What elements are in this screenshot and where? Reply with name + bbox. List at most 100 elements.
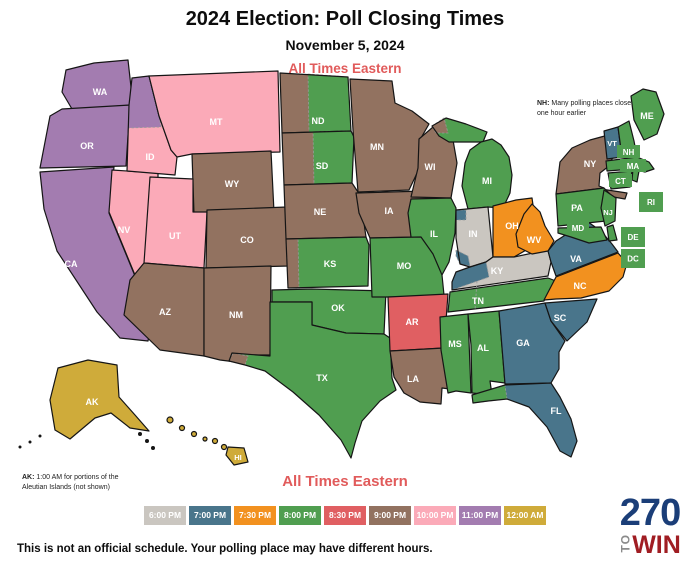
- nh-note-text: Many polling places close one hour earli…: [537, 100, 632, 117]
- state-label-oh: OH: [505, 221, 519, 231]
- logo-270-text: 270: [619, 492, 681, 534]
- state-box-dc[interactable]: DC: [621, 249, 645, 268]
- state-me[interactable]: [630, 88, 665, 141]
- state-label-al: AL: [477, 343, 489, 353]
- ak-note-prefix: AK:: [22, 474, 35, 481]
- state-de[interactable]: [606, 224, 618, 242]
- legend-item-900pm: 9:00 PM: [369, 506, 411, 525]
- state-label-tn: TN: [472, 296, 484, 306]
- page-subtitle: November 5, 2024: [285, 37, 405, 53]
- state-box-ri[interactable]: RI: [639, 192, 663, 212]
- state-mt[interactable]: [148, 70, 281, 158]
- state-label-wy: WY: [225, 179, 240, 189]
- ak-note-text: 1:00 AM for portions of the Aleutian Isl…: [22, 474, 119, 491]
- state-label-sc: SC: [554, 313, 567, 323]
- state-label-nv: NV: [118, 225, 131, 235]
- state-box-md[interactable]: MD: [567, 221, 589, 234]
- state-label-mo: MO: [397, 261, 412, 271]
- svg-text:NH: NH: [623, 148, 635, 157]
- state-label-il: IL: [430, 229, 439, 239]
- state-label-ia: IA: [385, 206, 395, 216]
- state-label-la: LA: [407, 374, 419, 384]
- 270towin-logo[interactable]: 270 TO WIN: [610, 494, 690, 558]
- svg-text:MD: MD: [572, 224, 585, 233]
- state-label-tx: TX: [316, 373, 328, 383]
- state-label-nd: ND: [312, 116, 325, 126]
- nh-note-prefix: NH:: [537, 100, 550, 107]
- svg-text:MA: MA: [627, 162, 640, 171]
- disclaimer-text: This is not an official schedule. Your p…: [17, 543, 433, 555]
- state-hi[interactable]: [166, 416, 249, 466]
- state-label-wa: WA: [93, 87, 108, 97]
- page-title: 2024 Election: Poll Closing Times: [185, 8, 505, 30]
- state-nj[interactable]: [600, 189, 617, 227]
- state-ak[interactable]: [18, 359, 156, 450]
- state-label-fl: FL: [551, 406, 562, 416]
- legend-item-730pm: 7:30 PM: [234, 506, 276, 525]
- state-label-nc: NC: [574, 281, 587, 291]
- state-label-ak: AK: [86, 397, 99, 407]
- state-tx[interactable]: [228, 301, 397, 459]
- legend-item-830pm: 8:30 PM: [324, 506, 366, 525]
- state-ky[interactable]: [451, 249, 552, 291]
- legend-item-600pm: 6:00 PM: [144, 506, 186, 525]
- state-nc[interactable]: [543, 252, 628, 301]
- state-label-or: OR: [80, 141, 94, 151]
- state-label-pa: PA: [571, 203, 583, 213]
- state-wa[interactable]: [61, 59, 134, 110]
- state-label-id: ID: [146, 152, 156, 162]
- legend-item-1200am: 12:00 AM: [504, 506, 546, 525]
- state-box-ct[interactable]: CT: [609, 174, 632, 187]
- state-or[interactable]: [39, 104, 131, 169]
- tennessee-timezone-line: [474, 280, 478, 311]
- logo-win-text: WIN: [632, 531, 681, 559]
- state-box-ma[interactable]: MA: [620, 159, 646, 172]
- state-label-ga: GA: [516, 338, 530, 348]
- state-box-de[interactable]: DE: [621, 227, 645, 247]
- state-label-wi: WI: [425, 162, 436, 172]
- state-label-ne: NE: [314, 207, 327, 217]
- state-label-mt: MT: [210, 117, 223, 127]
- state-label-ar: AR: [406, 317, 419, 327]
- state-box-nh[interactable]: NH: [617, 145, 640, 158]
- state-label-co: CO: [240, 235, 254, 245]
- state-fl[interactable]: [471, 382, 578, 458]
- state-label-nj: NJ: [603, 208, 613, 217]
- state-label-ny: NY: [584, 159, 597, 169]
- svg-text:DE: DE: [627, 233, 639, 242]
- state-label-ok: OK: [331, 303, 345, 313]
- legend-item-800pm: 8:00 PM: [279, 506, 321, 525]
- state-in[interactable]: [455, 206, 494, 268]
- state-label-az: AZ: [159, 307, 171, 317]
- state-label-ms: MS: [448, 339, 462, 349]
- state-label-vt: VT: [607, 139, 617, 148]
- state-label-mi: MI: [482, 176, 492, 186]
- all-times-eastern-top: All Times Eastern: [288, 61, 402, 76]
- state-mi[interactable]: [431, 117, 513, 210]
- legend-item-1100pm: 11:00 PM: [459, 506, 501, 525]
- nh-note: NH: Many polling places close one hour e…: [537, 99, 641, 119]
- state-label-nm: NM: [229, 310, 243, 320]
- svg-text:RI: RI: [647, 198, 655, 207]
- all-times-eastern-bottom: All Times Eastern: [282, 473, 408, 490]
- state-sc[interactable]: [544, 298, 598, 342]
- poll-time-legend: 6:00 PM 7:00 PM 7:30 PM 8:00 PM 8:30 PM …: [0, 506, 690, 525]
- svg-text:CT: CT: [615, 177, 626, 186]
- state-label-in: IN: [469, 229, 478, 239]
- ak-note: AK: 1:00 AM for portions of the Aleutian…: [22, 473, 142, 493]
- state-label-ks: KS: [324, 259, 337, 269]
- state-label-sd: SD: [316, 161, 329, 171]
- legend-item-700pm: 7:00 PM: [189, 506, 231, 525]
- legend-item-1000pm: 10:00 PM: [414, 506, 456, 525]
- state-wv[interactable]: [515, 203, 555, 255]
- state-label-ut: UT: [169, 231, 181, 241]
- state-label-mn: MN: [370, 142, 384, 152]
- state-label-wv: WV: [527, 235, 542, 245]
- state-ks[interactable]: [285, 236, 370, 289]
- state-label-me: ME: [640, 111, 654, 121]
- state-label-hi: HI: [234, 453, 242, 462]
- svg-text:DC: DC: [627, 255, 639, 264]
- state-sd[interactable]: [281, 130, 355, 186]
